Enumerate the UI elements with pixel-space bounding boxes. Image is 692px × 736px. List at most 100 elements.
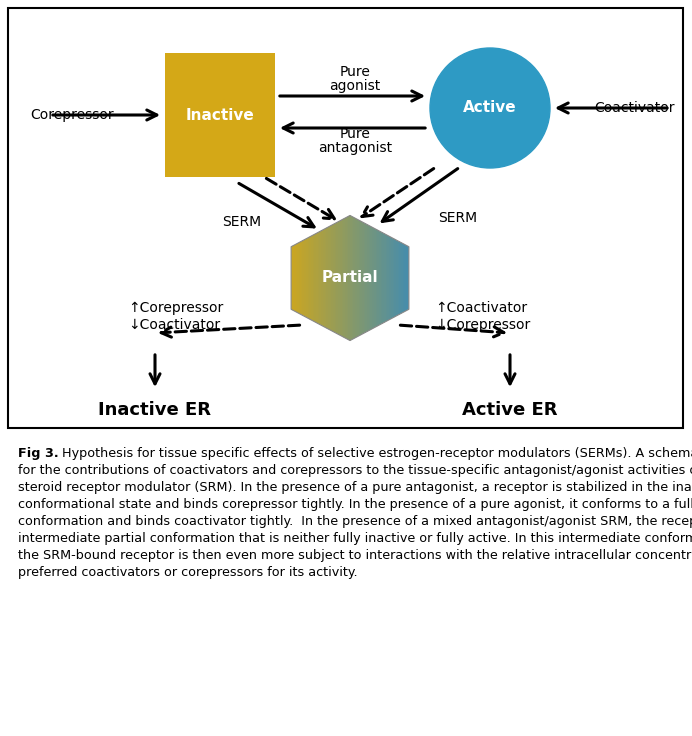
Text: intermediate partial conformation that is neither fully inactive or fully active: intermediate partial conformation that i… (18, 532, 692, 545)
Bar (314, 207, 316, 350)
Bar (376, 207, 378, 350)
Bar (403, 207, 405, 350)
Text: for the contributions of coactivators and corepressors to the tissue-specific an: for the contributions of coactivators an… (18, 464, 692, 477)
Bar (357, 207, 359, 350)
Bar (311, 207, 313, 350)
Text: Pure: Pure (340, 127, 370, 141)
Text: conformation and binds coactivator tightly.  In the presence of a mixed antagoni: conformation and binds coactivator tight… (18, 515, 692, 528)
Bar (292, 207, 294, 350)
Circle shape (430, 48, 550, 168)
Bar (289, 207, 291, 350)
Bar (370, 207, 372, 350)
Text: conformational state and binds corepressor tightly. In the presence of a pure ag: conformational state and binds corepress… (18, 498, 692, 511)
Bar (307, 207, 310, 350)
Text: Inactive: Inactive (185, 107, 255, 122)
Bar (389, 207, 391, 350)
Bar (398, 207, 400, 350)
Bar (285, 207, 288, 350)
Text: Hypothesis for tissue specific effects of selective estrogen-receptor modulators: Hypothesis for tissue specific effects o… (58, 447, 692, 460)
Bar (367, 207, 370, 350)
Text: antagonist: antagonist (318, 141, 392, 155)
Bar (347, 207, 349, 350)
Bar (391, 207, 393, 350)
Bar (8, 8, 683, 428)
Bar (326, 207, 329, 350)
Bar (385, 207, 388, 350)
Text: Coactivator: Coactivator (594, 101, 675, 115)
Bar (284, 207, 286, 350)
Text: Active: Active (463, 101, 517, 116)
Bar (372, 207, 374, 350)
Bar (388, 207, 390, 350)
Bar (365, 207, 367, 350)
Bar (309, 207, 311, 350)
Bar (301, 207, 303, 350)
Bar (304, 207, 307, 350)
Bar (354, 207, 356, 350)
Bar (355, 207, 357, 350)
Text: SERM: SERM (222, 215, 262, 229)
Bar (298, 207, 300, 350)
Text: Fig 3.: Fig 3. (18, 447, 59, 460)
Bar (361, 207, 363, 350)
Text: agonist: agonist (329, 79, 381, 93)
Bar (331, 207, 334, 350)
Bar (417, 207, 419, 350)
Text: SERM: SERM (439, 211, 477, 225)
Text: Partial: Partial (322, 271, 379, 286)
Text: steroid receptor modulator (SRM). In the presence of a pure antagonist, a recept: steroid receptor modulator (SRM). In the… (18, 481, 692, 494)
Bar (382, 207, 385, 350)
Bar (345, 207, 347, 350)
Bar (415, 207, 417, 350)
Bar (302, 207, 304, 350)
Text: ↓Coactivator: ↓Coactivator (128, 318, 220, 332)
Bar (287, 207, 289, 350)
Bar (343, 207, 345, 350)
Bar (340, 207, 342, 350)
Bar (321, 207, 323, 350)
Bar (329, 207, 331, 350)
Bar (325, 207, 327, 350)
Text: Corepressor: Corepressor (30, 108, 113, 122)
Bar (165, 53, 275, 177)
Bar (294, 207, 296, 350)
Bar (335, 207, 337, 350)
Bar (295, 207, 298, 350)
Bar (328, 207, 330, 350)
Bar (381, 207, 383, 350)
Bar (399, 207, 401, 350)
Bar (322, 207, 325, 350)
Bar (411, 207, 413, 350)
Text: ↑Corepressor: ↑Corepressor (128, 301, 224, 315)
Bar (313, 207, 315, 350)
Bar (348, 207, 351, 350)
Bar (338, 207, 340, 350)
Bar (306, 207, 308, 350)
Bar (320, 207, 322, 350)
Bar (363, 207, 366, 350)
Bar (413, 207, 415, 350)
Bar (374, 207, 376, 350)
Bar (396, 207, 398, 350)
Bar (358, 207, 361, 350)
Text: Active ER: Active ER (462, 401, 558, 419)
Bar (282, 207, 284, 350)
Bar (404, 207, 407, 350)
Bar (408, 207, 410, 350)
Text: preferred coactivators or corepressors for its activity.: preferred coactivators or corepressors f… (18, 566, 358, 579)
Bar (291, 207, 293, 350)
Bar (362, 207, 364, 350)
Text: ↓Corepressor: ↓Corepressor (435, 318, 530, 332)
Bar (392, 207, 394, 350)
Text: the SRM-bound receptor is then even more subject to interactions with the relati: the SRM-bound receptor is then even more… (18, 549, 692, 562)
Bar (318, 207, 320, 350)
Bar (316, 207, 318, 350)
Bar (379, 207, 381, 350)
Bar (369, 207, 371, 350)
Bar (410, 207, 412, 350)
Bar (333, 207, 335, 350)
Bar (384, 207, 386, 350)
Bar (377, 207, 379, 350)
Text: ↑Coactivator: ↑Coactivator (435, 301, 527, 315)
Bar (401, 207, 403, 350)
